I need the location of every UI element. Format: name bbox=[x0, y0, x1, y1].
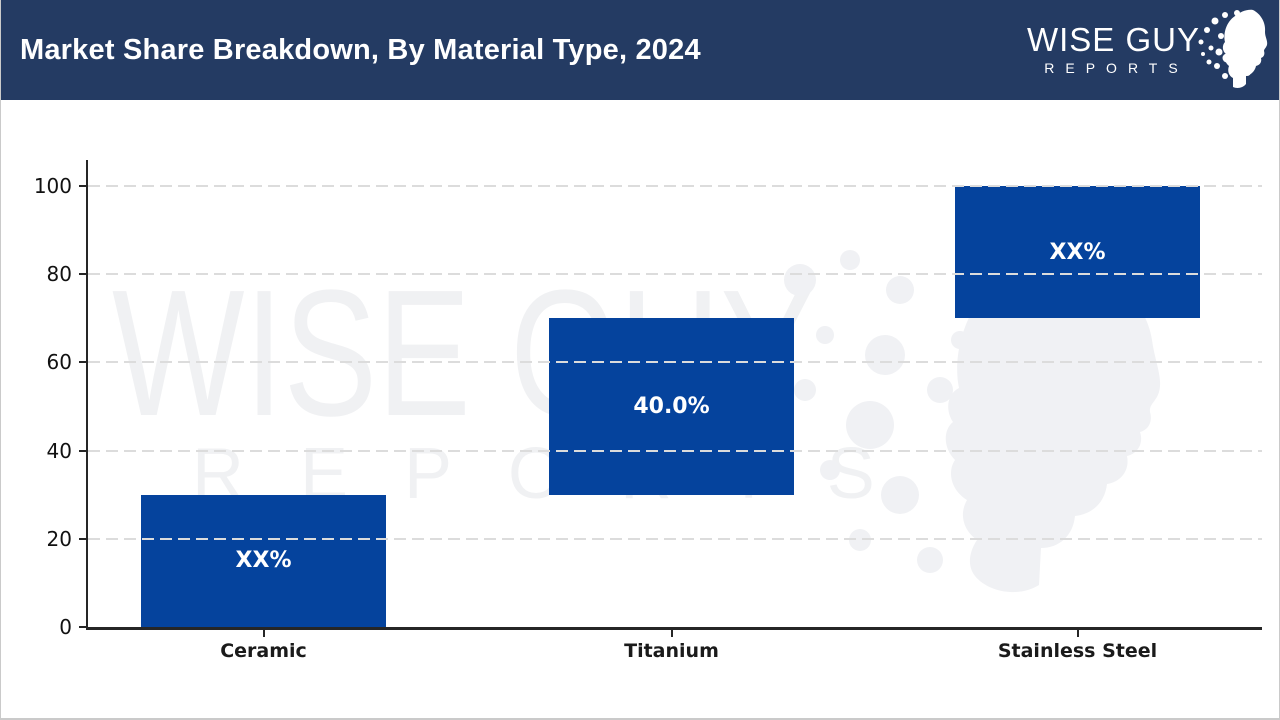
watermark-head-icon bbox=[784, 250, 1161, 593]
brand-head-icon bbox=[1198, 9, 1268, 89]
y-axis-spine bbox=[86, 160, 88, 630]
y-tick-label: 0 bbox=[59, 615, 72, 639]
x-category-label-titanium: Titanium bbox=[624, 640, 719, 662]
gridline-20 bbox=[88, 537, 1262, 540]
y-tick bbox=[79, 449, 86, 452]
x-axis-spine bbox=[86, 627, 1262, 630]
x-tick-stainless-steel bbox=[1076, 630, 1079, 637]
bar-value-label-titanium: 40.0% bbox=[633, 393, 710, 419]
page-title: Market Share Breakdown, By Material Type… bbox=[20, 34, 701, 66]
header: Market Share Breakdown, By Material Type… bbox=[0, 0, 1280, 100]
bar-titanium: 40.0% bbox=[549, 318, 794, 495]
y-tick-label: 100 bbox=[33, 174, 72, 198]
bar-value-label-ceramic: XX% bbox=[235, 548, 292, 574]
gridline-60 bbox=[88, 361, 1262, 364]
x-category-label-stainless-steel: Stainless Steel bbox=[997, 640, 1158, 662]
gridline-80 bbox=[88, 273, 1262, 276]
gridline-100 bbox=[88, 185, 1262, 187]
brand-logo: WISE GUY REPORTS bbox=[985, 0, 1270, 100]
x-tick-titanium bbox=[670, 630, 673, 637]
y-tick bbox=[79, 537, 86, 540]
brand-name: WISE GUY bbox=[1026, 21, 1200, 58]
gridline-40 bbox=[88, 449, 1262, 452]
y-tick-label: 60 bbox=[46, 350, 72, 375]
y-tick-label: 20 bbox=[46, 526, 72, 551]
y-tick-label: 40 bbox=[46, 438, 72, 463]
bar-ceramic: XX% bbox=[141, 494, 386, 627]
y-tick bbox=[79, 185, 86, 187]
chart-area: WISE GUY REPORTS 020406080100XX%Ceramic4… bbox=[0, 100, 1280, 720]
brand-tagline: REPORTS bbox=[1044, 60, 1189, 76]
y-tick-label: 80 bbox=[46, 262, 72, 287]
x-tick-ceramic bbox=[262, 630, 265, 637]
bar-stainless-steel: XX% bbox=[955, 186, 1200, 319]
y-tick bbox=[79, 361, 86, 364]
brand-text: WISE GUY REPORTS bbox=[1027, 23, 1200, 77]
x-category-label-ceramic: Ceramic bbox=[220, 640, 307, 662]
y-tick bbox=[79, 273, 86, 276]
y-tick bbox=[79, 626, 86, 628]
bar-value-label-stainless-steel: XX% bbox=[1049, 239, 1106, 265]
